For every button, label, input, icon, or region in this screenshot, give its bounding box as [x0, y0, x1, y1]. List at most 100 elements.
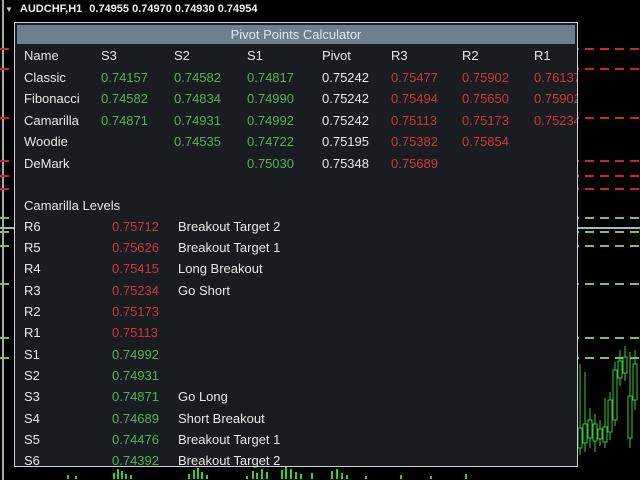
pivot-row-r1: 0.75234 [534, 112, 577, 128]
level-description: Long Breakout [178, 261, 263, 277]
pivot-header-cell: R2 [462, 48, 479, 63]
pivot-table-rows: Classic 0.74157 0.74582 0.74817 0.75242 … [15, 67, 577, 175]
volume-bar [295, 472, 297, 479]
panel-title[interactable]: Pivot Points Calculator [17, 25, 575, 44]
volume-bar [465, 474, 467, 479]
level-value: 0.74689 [112, 410, 159, 426]
volume-bar [201, 472, 203, 479]
pivot-row-pivot: 0.75242 [322, 69, 369, 85]
pivot-row-name: Camarilla [24, 112, 79, 128]
level-description: Short Breakout [178, 410, 265, 426]
camarilla-level-row: R5 0.75626 Breakout Target 1 [15, 237, 577, 258]
pivot-table-row: Camarilla 0.74871 0.74931 0.74992 0.7524… [15, 110, 577, 132]
pivot-row-r2 [462, 153, 534, 175]
level-value: 0.74476 [112, 431, 159, 447]
camarilla-level-row: S4 0.74689 Short Breakout [15, 408, 577, 429]
camarilla-level-row: R3 0.75234 Go Short [15, 280, 577, 301]
pivot-row-name: Fibonacci [24, 91, 80, 107]
pivot-header-cell: S3 [101, 48, 117, 63]
level-description [178, 365, 577, 386]
volume-bar [311, 473, 313, 479]
pivot-header-cell: R1 [534, 48, 551, 63]
symbol-info-bar: ▼ AUDCHF,H1 0.74955 0.74970 0.74930 0.74… [5, 3, 257, 15]
camarilla-level-row: R2 0.75173 [15, 301, 577, 322]
pivot-row-r2: 0.75650 [462, 91, 509, 107]
level-name: S4 [24, 410, 40, 426]
pivot-row-r1: 0.76137 [534, 69, 577, 85]
volume-bar [188, 474, 190, 479]
level-name: S6 [24, 453, 40, 469]
pivot-row-s3 [101, 153, 174, 175]
camarilla-section-title: Camarilla Levels [24, 197, 121, 213]
level-value: 0.74992 [112, 346, 159, 362]
camarilla-level-row: R6 0.75712 Breakout Target 2 [15, 216, 577, 237]
symbol-label: AUDCHF,H1 [19, 3, 83, 15]
pivot-row-r3: 0.75689 [391, 155, 438, 171]
level-description [178, 344, 577, 365]
volume-bar [336, 469, 338, 479]
level-name: R4 [24, 261, 41, 277]
pivot-row-r2: 0.75854 [462, 134, 509, 150]
pivot-row-pivot: 0.75242 [322, 91, 369, 107]
level-name: R3 [24, 282, 41, 298]
level-value: 0.74931 [112, 367, 159, 383]
level-name: S5 [24, 431, 40, 447]
pivot-row-s1: 0.74992 [247, 112, 294, 128]
volume-bar [130, 475, 132, 479]
level-name: S1 [24, 346, 40, 362]
level-value: 0.75173 [112, 304, 159, 320]
camarilla-level-row: S1 0.74992 [15, 344, 577, 365]
level-name: R2 [24, 304, 41, 320]
camarilla-level-row: S3 0.74871 Go Long [15, 386, 577, 407]
level-value: 0.75415 [112, 261, 159, 277]
pivot-table-row: Classic 0.74157 0.74582 0.74817 0.75242 … [15, 67, 577, 89]
pivot-row-s2: 0.74582 [174, 69, 221, 85]
section-spacer [15, 175, 577, 195]
level-value: 0.75626 [112, 240, 159, 256]
chart-left-border [2, 0, 4, 480]
level-value: 0.75712 [112, 218, 159, 234]
pivot-row-s3: 0.74582 [101, 91, 148, 107]
pivot-row-s3: 0.74871 [101, 112, 148, 128]
chevron-down-icon[interactable]: ▼ [5, 4, 13, 14]
volume-bar [246, 476, 248, 479]
pivot-table-row: DeMark 0.75030 0.75348 0.75689 [15, 153, 577, 175]
pivot-row-s1: 0.75030 [247, 155, 294, 171]
pivot-row-s1: 0.74817 [247, 69, 294, 85]
level-name: S3 [24, 389, 40, 405]
volume-bar [430, 476, 432, 479]
level-description: Go Long [178, 389, 228, 405]
pivot-header-cell: Pivot [322, 48, 351, 63]
pivot-row-s1: 0.74722 [247, 134, 294, 150]
volume-bar [75, 476, 77, 479]
level-name: R1 [24, 325, 41, 341]
pivot-header-cell: S1 [247, 48, 263, 63]
volume-bar [256, 473, 258, 479]
pivot-table: Name S3 S2 S1 Pivot R3 R2 R1 Classic 0.74157 0.… [15, 45, 577, 175]
pivot-row-r1 [534, 153, 577, 175]
level-value: 0.75113 [112, 325, 159, 341]
pivot-row-r2: 0.75902 [462, 69, 509, 85]
level-description: Breakout Target 2 [178, 218, 281, 234]
volume-bar [300, 474, 302, 479]
pivot-calculator-panel: Pivot Points Calculator Name S3 S2 S1 Pivot R… [14, 22, 578, 468]
pivot-row-s2: 0.74931 [174, 112, 221, 128]
level-description [178, 322, 577, 343]
volume-bar [400, 475, 402, 479]
pivot-row-s2: 0.74834 [174, 91, 221, 107]
camarilla-level-row: S2 0.74931 [15, 365, 577, 386]
volume-bar [281, 470, 283, 479]
volume-bar [346, 475, 348, 479]
pivot-row-s2: 0.74535 [174, 134, 221, 150]
level-name: R5 [24, 240, 41, 256]
volume-bar [365, 476, 367, 479]
camarilla-level-row: S5 0.74476 Breakout Target 1 [15, 429, 577, 450]
pivot-row-s3: 0.74157 [101, 69, 148, 85]
volume-bar [113, 473, 115, 479]
camarilla-levels-list: R6 0.75712 Breakout Target 2 R5 0.75626 … [15, 216, 577, 472]
camarilla-level-row: S6 0.74392 Breakout Target 2 [15, 450, 577, 471]
volume-bar [331, 471, 333, 479]
pivot-row-r1: 0.75902 [534, 91, 577, 107]
pivot-row-pivot: 0.75242 [322, 112, 369, 128]
